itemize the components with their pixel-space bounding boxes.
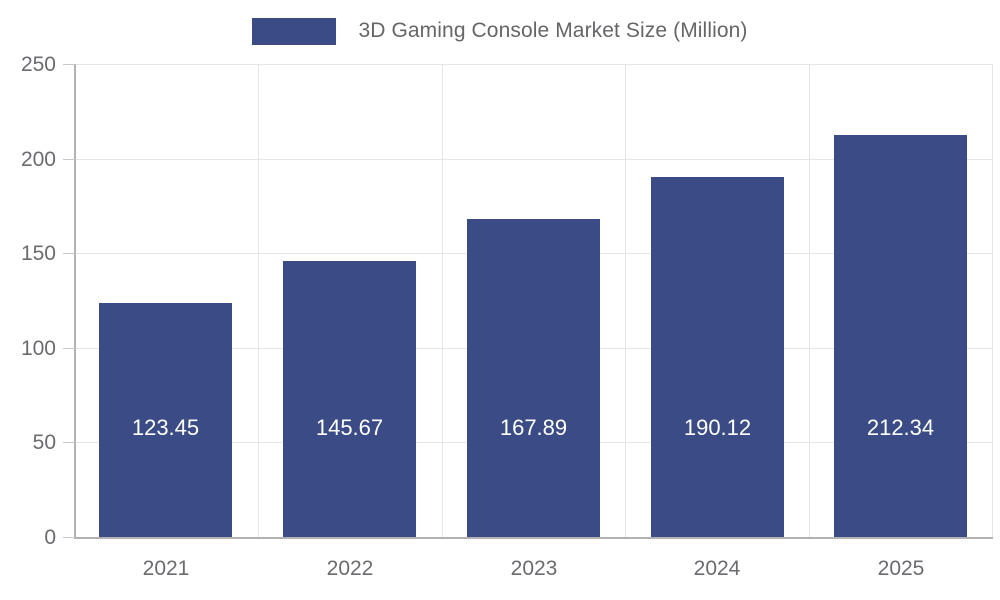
y-axis-tick-mark (63, 442, 75, 443)
bar-value-label: 190.12 (683, 415, 752, 440)
bar[interactable] (283, 261, 416, 537)
y-axis-line (74, 64, 76, 538)
x-axis-tick-label: 2021 (142, 557, 190, 580)
y-axis-tick-mark (63, 159, 75, 160)
y-axis-tick-label: 150 (20, 242, 56, 266)
x-axis-line (74, 537, 993, 539)
x-axis-tick-label: 2025 (877, 557, 925, 580)
y-axis-tick-label: 50 (32, 431, 56, 455)
bar-value-label: 167.89 (499, 415, 568, 440)
y-axis-tick-label: 250 (20, 53, 56, 76)
y-axis-tick-mark (63, 64, 75, 65)
gridline-vertical (992, 64, 993, 537)
bar-value-label: 123.45 (131, 415, 200, 440)
legend-item-market-size[interactable]: 3D Gaming Console Market Size (Million) (252, 17, 748, 45)
gridline-vertical (442, 64, 443, 537)
y-axis-tick-label: 200 (20, 147, 56, 171)
chart-legend: 3D Gaming Console Market Size (Million) (0, 12, 1000, 50)
y-axis-tick-label: 100 (20, 336, 56, 360)
x-axis-tick-label: 2023 (510, 557, 558, 580)
gridline-vertical (258, 64, 259, 537)
gridline-horizontal (74, 159, 993, 160)
bar-value-label: 212.34 (866, 415, 935, 440)
plot-area: 123.45 145.67 167.89 190.12 212.34 (74, 64, 993, 538)
bar[interactable] (467, 219, 600, 537)
gridline-vertical (625, 64, 626, 537)
legend-swatch-icon (252, 17, 337, 45)
y-axis-tick-mark (63, 348, 75, 349)
gridline-vertical (809, 64, 810, 537)
y-axis-tick-mark (63, 537, 75, 538)
bar[interactable] (651, 177, 784, 537)
x-axis-tick-label: 2022 (326, 557, 374, 580)
gridline-horizontal (74, 64, 993, 65)
y-axis-tick-mark (63, 253, 75, 254)
bar-value-label: 145.67 (315, 415, 384, 440)
legend-item-label: 3D Gaming Console Market Size (Million) (358, 19, 748, 42)
bar[interactable] (99, 303, 232, 537)
x-axis-tick-label: 2024 (693, 557, 741, 580)
y-axis-tick-label: 0 (44, 526, 56, 549)
bar[interactable] (834, 135, 967, 537)
